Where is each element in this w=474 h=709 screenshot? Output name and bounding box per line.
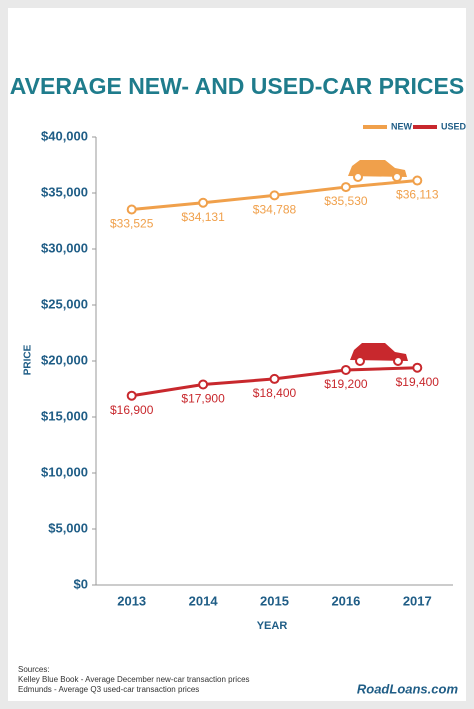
data-label: $19,200 [324,377,368,391]
y-tick-label: $20,000 [41,352,88,367]
y-tick-label: $40,000 [41,128,88,143]
data-label: $17,900 [181,392,225,406]
data-point [198,197,209,208]
y-tick-label: $15,000 [41,408,88,423]
data-label: $34,131 [181,210,225,224]
data-label: $33,525 [110,217,154,231]
data-label: $36,113 [396,188,439,202]
source-line: Kelley Blue Book - Average December new-… [18,675,250,684]
data-point [126,204,137,215]
chart-title: AVERAGE NEW- AND USED-CAR PRICES [10,73,464,99]
data-point [126,390,137,401]
x-tick-label: 2014 [189,593,219,608]
y-tick-label: $10,000 [41,464,88,479]
y-axis-label: PRICE [23,344,34,375]
data-point [340,182,351,193]
source-line: Edmunds - Average Q3 used-car transactio… [18,685,199,694]
y-tick-label: $35,000 [41,184,88,199]
data-point [340,364,351,375]
data-point [269,190,280,201]
data-label: $34,788 [253,203,297,217]
data-label: $19,400 [396,375,440,389]
y-tick-label: $25,000 [41,296,88,311]
legend-label: USED [441,121,467,131]
data-label: $18,400 [253,386,297,400]
y-tick-label: $0 [74,576,88,591]
y-tick-label: $5,000 [48,520,88,535]
x-tick-label: 2015 [260,593,289,608]
data-label: $35,530 [324,194,368,208]
data-point [198,379,209,390]
car-icon [348,160,408,366]
x-axis-label: YEAR [257,620,288,632]
x-tick-label: 2017 [403,593,432,608]
brand-logo: RoadLoans.com [357,681,459,696]
x-tick-label: 2013 [117,593,146,608]
data-label: $16,900 [110,403,154,417]
data-point [269,373,280,384]
data-point [412,362,423,373]
x-tick-label: 2016 [331,593,360,608]
y-tick-label: $30,000 [41,240,88,255]
legend-label: NEW [391,121,413,131]
data-point [412,175,423,186]
sources-heading: Sources: [18,665,50,674]
